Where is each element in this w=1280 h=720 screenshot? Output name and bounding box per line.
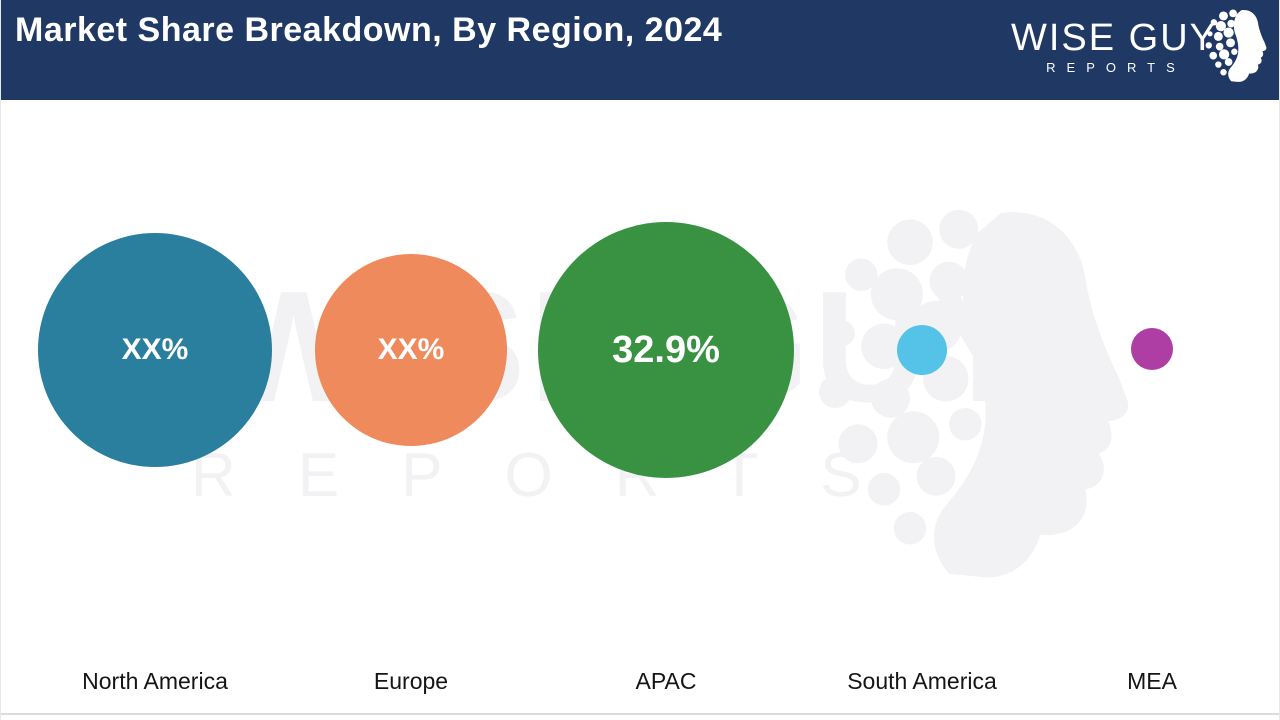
bubble-value-north-america: XX% [121,333,189,366]
category-label-north-america: North America [82,668,228,694]
bubble-south-america [897,325,947,375]
header: Market Share Breakdown, By Region, 2024 … [1,0,1279,100]
chart-area: WISE GUY REPORTS XX%XX%32.9% North Ameri… [1,100,1279,720]
bubble-value-apac: 32.9% [612,328,720,371]
bubble-value-europe: XX% [377,333,445,366]
logo-wordmark-line2: REPORTS [1046,59,1186,75]
logo-head-icon [1205,9,1267,82]
bubble-europe: XX% [315,254,507,446]
bottom-divider [1,713,1279,715]
logo-wordmark-line1: WISE GUY [1010,16,1217,59]
category-label-mea: MEA [1127,668,1177,694]
bubble-apac: 32.9% [538,222,794,478]
bubble-plot: XX% XX% 32.9% [1,100,1279,720]
category-label-apac: APAC [635,668,697,694]
watermark-wordmark-line2: REPORTS [191,441,924,510]
bubble-north-america: XX% [38,233,272,467]
logo-wordmark: WISE GUY REPORTS [1011,18,1217,75]
category-label-south-america: South America [847,668,997,694]
category-labels: North America Europe APAC South America MEA [1,668,1279,708]
category-label-europe: Europe [373,668,449,694]
page-title: Market Share Breakdown, By Region, 2024 [15,11,723,49]
bubble-mea [1131,328,1173,370]
watermark-head-icon [819,209,1129,578]
wise-guy-logo: WISE GUY REPORTS [1011,5,1267,87]
